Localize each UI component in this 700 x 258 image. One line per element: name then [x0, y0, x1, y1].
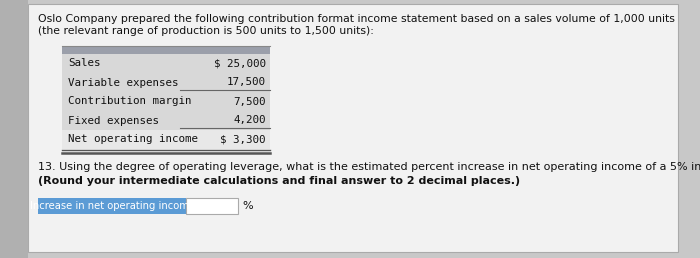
FancyBboxPatch shape — [62, 73, 270, 92]
Text: (the relevant range of production is 500 units to 1,500 units):: (the relevant range of production is 500… — [38, 26, 374, 36]
Text: Fixed expenses: Fixed expenses — [68, 116, 159, 125]
FancyBboxPatch shape — [62, 111, 270, 130]
Text: 4,200: 4,200 — [234, 116, 266, 125]
FancyBboxPatch shape — [62, 54, 270, 73]
FancyBboxPatch shape — [28, 4, 678, 252]
Text: Increase in net operating income: Increase in net operating income — [29, 201, 195, 211]
Text: Contribution margin: Contribution margin — [68, 96, 192, 107]
FancyBboxPatch shape — [186, 198, 238, 214]
FancyBboxPatch shape — [62, 92, 270, 111]
Text: 13. Using the degree of operating leverage, what is the estimated percent increa: 13. Using the degree of operating levera… — [38, 162, 700, 172]
Text: Net operating income: Net operating income — [68, 134, 198, 144]
Text: Oslo Company prepared the following contribution format income statement based o: Oslo Company prepared the following cont… — [38, 14, 675, 24]
FancyBboxPatch shape — [0, 0, 28, 258]
FancyBboxPatch shape — [62, 130, 270, 149]
Text: Sales: Sales — [68, 59, 101, 69]
Text: 17,500: 17,500 — [227, 77, 266, 87]
Text: $ 3,300: $ 3,300 — [220, 134, 266, 144]
FancyBboxPatch shape — [62, 46, 270, 54]
Text: %: % — [242, 201, 253, 211]
Text: 7,500: 7,500 — [234, 96, 266, 107]
Text: (Round your intermediate calculations and final answer to 2 decimal places.): (Round your intermediate calculations an… — [38, 176, 520, 186]
FancyBboxPatch shape — [38, 198, 186, 214]
Text: $ 25,000: $ 25,000 — [214, 59, 266, 69]
Text: Variable expenses: Variable expenses — [68, 77, 178, 87]
